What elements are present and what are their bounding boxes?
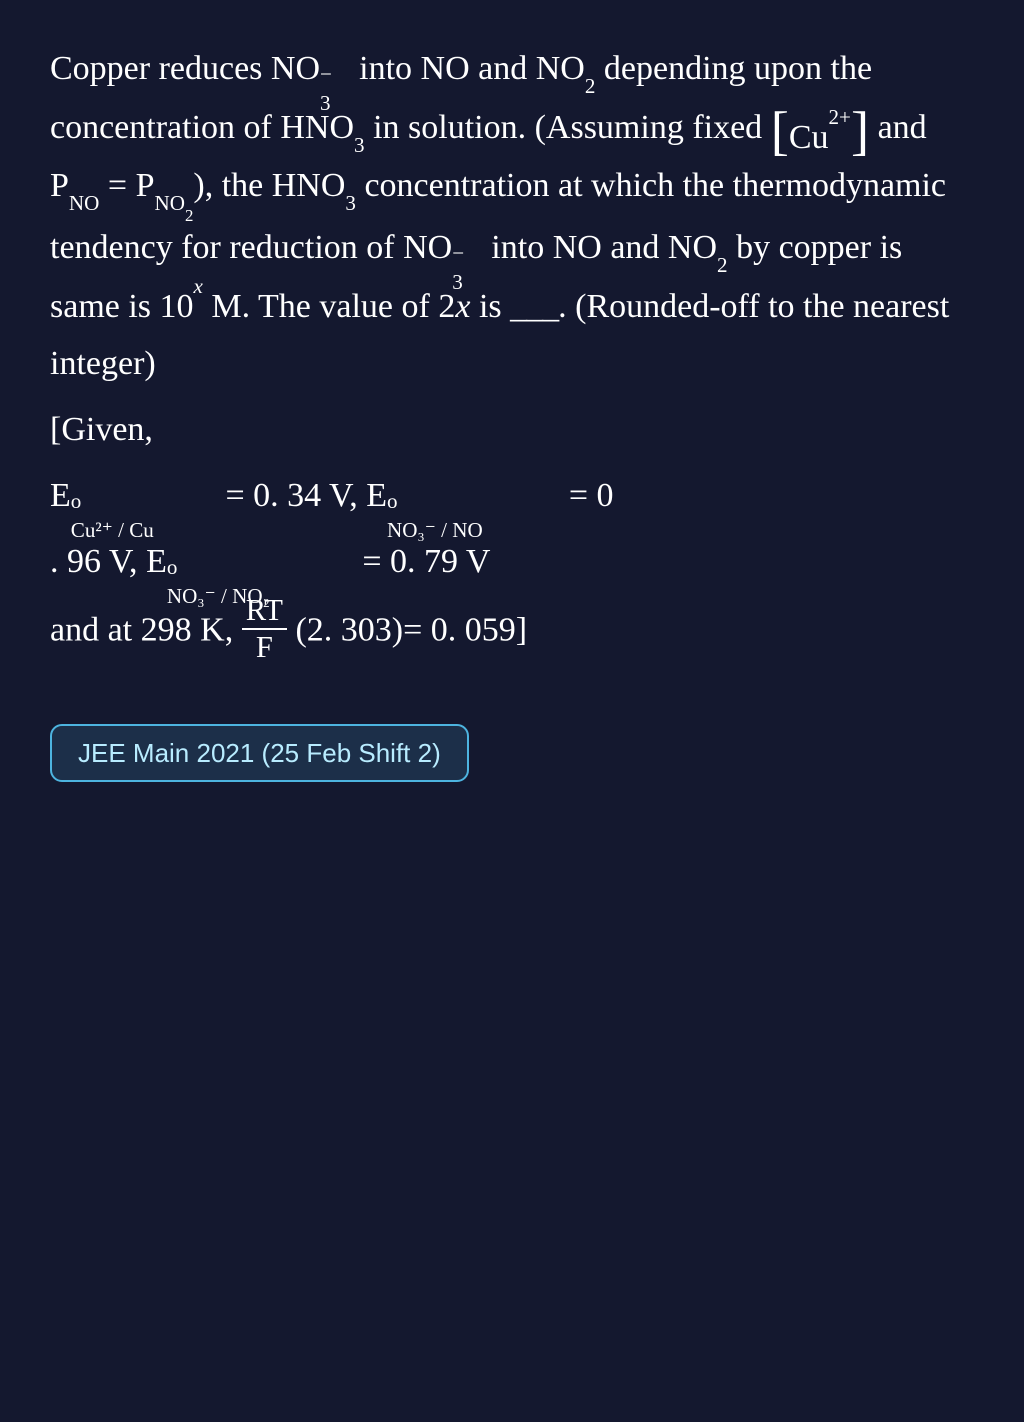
text: and bbox=[602, 229, 668, 266]
formula-NO: NO bbox=[553, 229, 602, 266]
const-2.303: (2. 303) bbox=[295, 611, 403, 648]
text: is bbox=[470, 288, 510, 325]
bracket-Cu2plus: [Cu2+] bbox=[771, 103, 869, 157]
question-text: Copper reduces NO−3 into NO and NO2 depe… bbox=[50, 40, 974, 393]
question-body: Copper reduces NO−3 into NO and NO2 depe… bbox=[50, 40, 974, 782]
text: ), the bbox=[193, 167, 271, 204]
value-0.34V: = 0. 34 V, bbox=[217, 477, 366, 514]
text: Copper reduces bbox=[50, 50, 271, 87]
E-NO3-NO: EoNO₃⁻ / NO bbox=[366, 477, 417, 514]
formula-NO: NO bbox=[421, 50, 470, 87]
value-298K: 298 K, bbox=[141, 611, 242, 648]
text: and bbox=[470, 50, 536, 87]
fraction-RT-F: RTF bbox=[242, 595, 287, 662]
formula-10x: 10x bbox=[160, 288, 203, 325]
given-line-2: . 96 V, EoNO₃⁻ / NO₂ = 0. 79 V bbox=[50, 533, 974, 591]
given-header: [Given, bbox=[50, 401, 974, 459]
E-Cu2-Cu: EoCu²⁺ / Cu bbox=[50, 477, 101, 514]
text: in solution. (Assuming fixed bbox=[365, 109, 771, 146]
text: and at bbox=[50, 611, 141, 648]
formula-NO2: NO2 bbox=[536, 50, 596, 87]
given-line-1: EoCu²⁺ / Cu = 0. 34 V, EoNO₃⁻ / NO = 0 bbox=[50, 467, 974, 525]
exam-badge[interactable]: JEE Main 2021 (25 Feb Shift 2) bbox=[50, 724, 469, 782]
blank: ___ bbox=[510, 288, 558, 325]
value-0.059: = 0. 059] bbox=[403, 611, 527, 648]
formula-NO3-minus: NO−3 bbox=[271, 50, 351, 87]
formula-P-NO2: PNO2 bbox=[136, 167, 194, 204]
text: into bbox=[483, 229, 553, 266]
formula-HNO3: HNO3 bbox=[272, 167, 356, 204]
unit-M: M bbox=[203, 288, 242, 325]
equals: = bbox=[99, 167, 135, 204]
formula-P-NO: PNO bbox=[50, 167, 99, 204]
text: into bbox=[351, 50, 421, 87]
formula-NO2: NO2 bbox=[668, 229, 728, 266]
text: . The value of bbox=[242, 288, 439, 325]
text: and bbox=[869, 109, 927, 146]
formula-NO3-minus: NO−3 bbox=[403, 229, 483, 266]
value-0: = 0 bbox=[560, 477, 613, 514]
